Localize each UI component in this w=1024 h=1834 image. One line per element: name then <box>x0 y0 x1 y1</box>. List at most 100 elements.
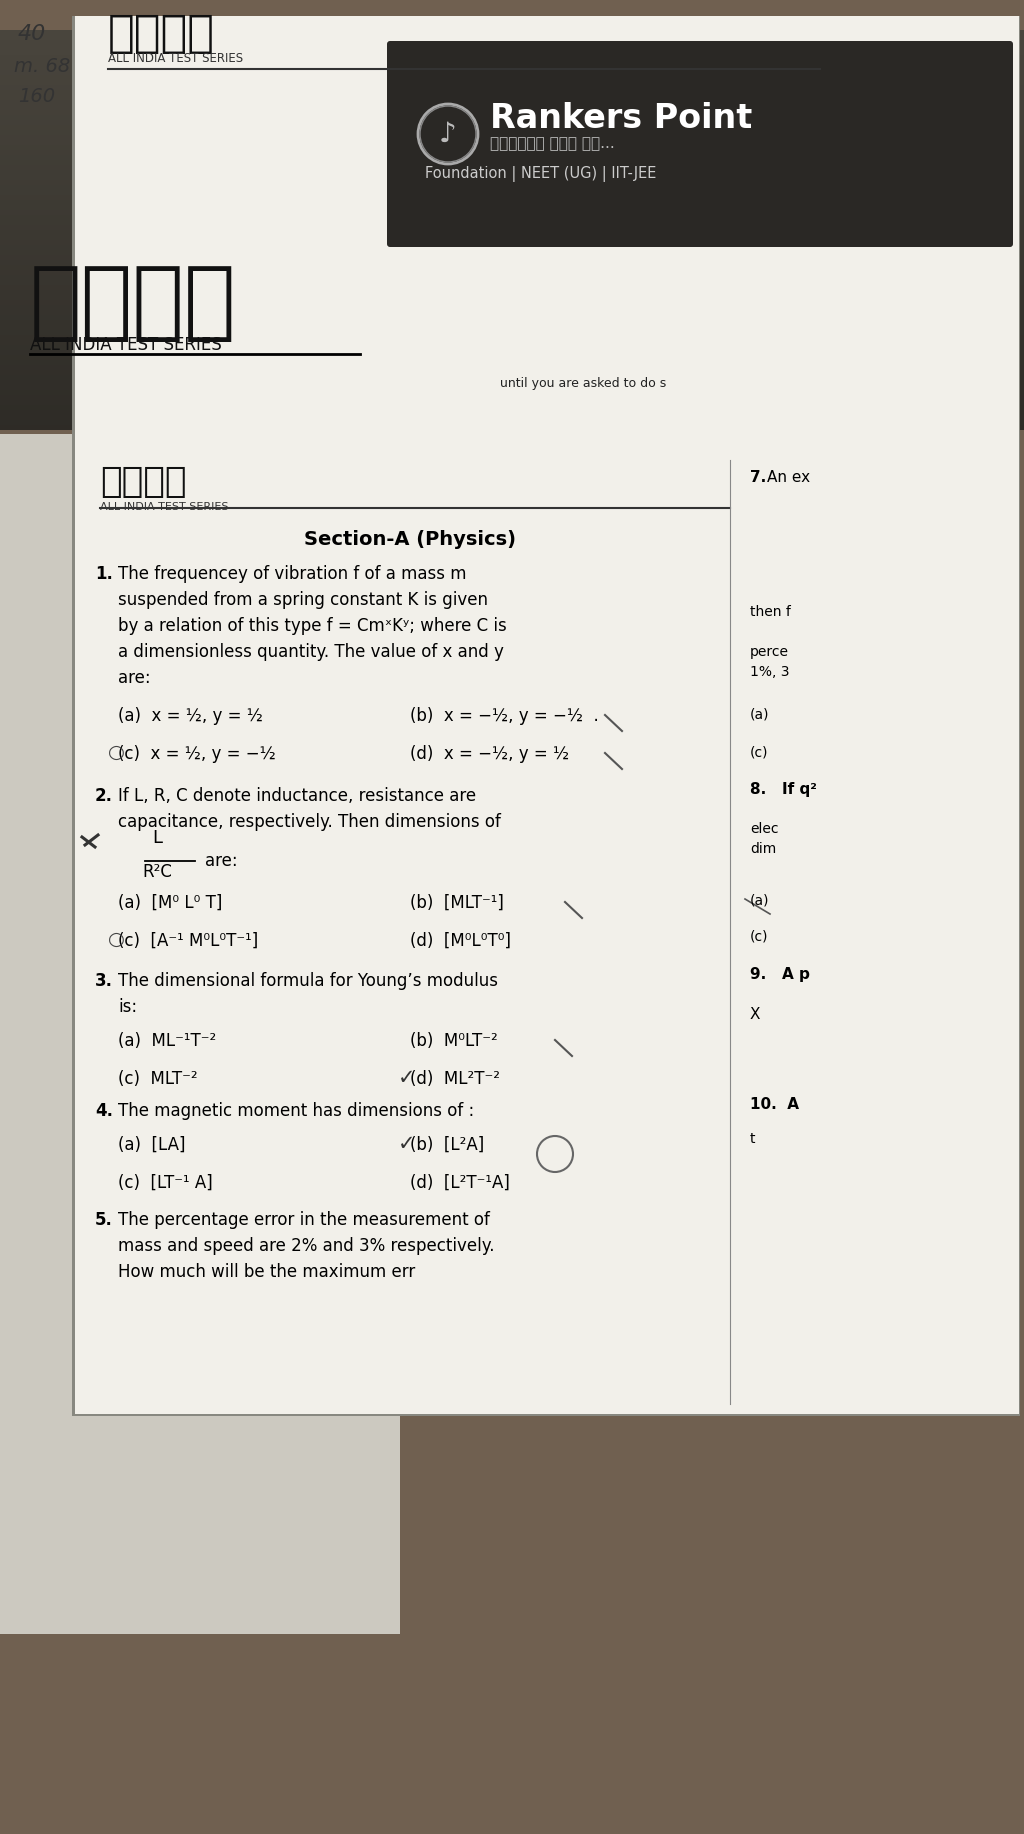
Bar <box>0 46 1024 50</box>
Bar <box>0 420 1024 425</box>
Bar <box>0 84 1024 90</box>
Bar <box>0 229 1024 235</box>
Bar <box>0 191 1024 194</box>
Bar <box>0 70 1024 75</box>
Text: R²C: R²C <box>142 864 172 880</box>
Text: 1.: 1. <box>95 565 113 583</box>
Text: by a relation of this type f = CmˣKʸ; where C is: by a relation of this type f = CmˣKʸ; wh… <box>118 616 507 635</box>
Text: If L, R, C denote inductance, resistance are: If L, R, C denote inductance, resistance… <box>118 787 476 805</box>
Bar <box>0 336 1024 339</box>
FancyBboxPatch shape <box>72 17 1020 1416</box>
Bar <box>0 101 1024 105</box>
Bar <box>0 270 1024 275</box>
Text: then f: then f <box>750 605 791 620</box>
Bar <box>0 40 1024 46</box>
Bar <box>0 145 1024 150</box>
Text: (d)  [L²T⁻¹A]: (d) [L²T⁻¹A] <box>410 1174 510 1192</box>
Text: a dimensionless quantity. The value of x and y: a dimensionless quantity. The value of x… <box>118 644 504 660</box>
Text: mass and speed are 2% and 3% respectively.: mass and speed are 2% and 3% respectivel… <box>118 1236 495 1254</box>
Bar <box>0 374 1024 380</box>
Bar <box>0 400 1024 405</box>
Bar <box>0 281 1024 284</box>
Bar <box>0 61 1024 64</box>
Bar <box>0 325 1024 330</box>
Bar <box>0 125 1024 130</box>
Text: (d)  ML²T⁻²: (d) ML²T⁻² <box>410 1069 500 1088</box>
Bar <box>0 365 1024 370</box>
Text: An ex: An ex <box>767 470 810 484</box>
Text: The dimensional formula for Young’s modulus: The dimensional formula for Young’s modu… <box>118 972 498 990</box>
Bar <box>0 160 1024 165</box>
Text: ALL INDIA TEST SERIES: ALL INDIA TEST SERIES <box>108 53 243 66</box>
Text: m. 68: m. 68 <box>14 57 71 75</box>
Text: 1%, 3: 1%, 3 <box>750 666 790 679</box>
Text: (a)  [LA]: (a) [LA] <box>118 1135 185 1154</box>
Text: (a)  [M⁰ L⁰ T]: (a) [M⁰ L⁰ T] <box>118 893 222 911</box>
Text: suspended from a spring constant K is given: suspended from a spring constant K is gi… <box>118 591 488 609</box>
Bar <box>0 284 1024 290</box>
Bar <box>0 81 1024 84</box>
Text: 40: 40 <box>18 24 46 44</box>
Text: capacitance, respectively. Then dimensions of: capacitance, respectively. Then dimensio… <box>118 812 501 831</box>
Text: are:: are: <box>205 853 238 869</box>
Bar <box>0 200 1024 205</box>
Bar <box>0 110 1024 116</box>
Bar <box>0 235 1024 240</box>
Bar <box>0 29 1024 35</box>
Text: (d)  x = −½, y = ½: (d) x = −½, y = ½ <box>410 745 569 763</box>
Bar <box>0 330 1024 336</box>
Bar <box>0 165 1024 171</box>
Bar <box>0 35 1024 40</box>
Text: (b)  [MLT⁻¹]: (b) [MLT⁻¹] <box>410 893 504 911</box>
Bar <box>0 150 1024 156</box>
Text: The percentage error in the measurement of: The percentage error in the measurement … <box>118 1210 489 1229</box>
Bar <box>0 215 1024 220</box>
Text: (c)  MLT⁻²: (c) MLT⁻² <box>118 1069 198 1088</box>
Bar <box>0 350 1024 356</box>
Bar <box>0 50 1024 55</box>
Bar <box>0 180 1024 185</box>
Bar <box>0 414 1024 420</box>
Text: 8.   If q²: 8. If q² <box>750 781 817 798</box>
Bar <box>0 194 1024 200</box>
Text: dim: dim <box>750 842 776 856</box>
Text: 160: 160 <box>18 86 55 106</box>
Text: (c)  [A⁻¹ M⁰L⁰T⁻¹]: (c) [A⁻¹ M⁰L⁰T⁻¹] <box>118 932 258 950</box>
Bar <box>0 105 1024 110</box>
Bar <box>0 260 1024 264</box>
Text: 7.: 7. <box>750 470 766 484</box>
Text: (c)  [LT⁻¹ A]: (c) [LT⁻¹ A] <box>118 1174 213 1192</box>
Text: perce: perce <box>750 646 790 658</box>
Bar <box>0 356 1024 359</box>
Text: 4.: 4. <box>95 1102 113 1121</box>
Text: (c)  x = ½, y = −½: (c) x = ½, y = −½ <box>118 745 275 763</box>
Bar <box>0 339 1024 345</box>
Text: until you are asked to do s: until you are asked to do s <box>500 378 667 391</box>
Text: X: X <box>750 1007 761 1022</box>
Text: elec: elec <box>750 822 778 836</box>
Bar <box>0 139 1024 145</box>
Bar <box>0 136 1024 139</box>
FancyBboxPatch shape <box>387 40 1013 248</box>
Text: (b)  M⁰LT⁻²: (b) M⁰LT⁻² <box>410 1033 498 1051</box>
Bar <box>0 226 1024 229</box>
Bar <box>0 220 1024 226</box>
Text: are:: are: <box>118 669 151 688</box>
Text: तैयारी जीत की...: तैयारी जीत की... <box>490 136 614 152</box>
Bar <box>0 394 1024 400</box>
Text: ✓: ✓ <box>398 1067 416 1088</box>
Text: The frequencey of vibration f of a mass m: The frequencey of vibration f of a mass … <box>118 565 467 583</box>
Bar <box>0 174 1024 180</box>
Text: (a)  ML⁻¹T⁻²: (a) ML⁻¹T⁻² <box>118 1033 216 1051</box>
Text: (c): (c) <box>750 930 768 945</box>
Bar <box>0 119 1024 125</box>
Bar <box>0 95 1024 101</box>
Text: 10.  A: 10. A <box>750 1097 799 1111</box>
Text: How much will be the maximum err: How much will be the maximum err <box>118 1264 416 1280</box>
Text: 3.: 3. <box>95 972 113 990</box>
Bar <box>0 359 1024 365</box>
Text: आकलन: आकलन <box>30 262 237 345</box>
Bar <box>0 240 1024 246</box>
Bar <box>0 385 1024 391</box>
Text: (a): (a) <box>750 893 769 908</box>
